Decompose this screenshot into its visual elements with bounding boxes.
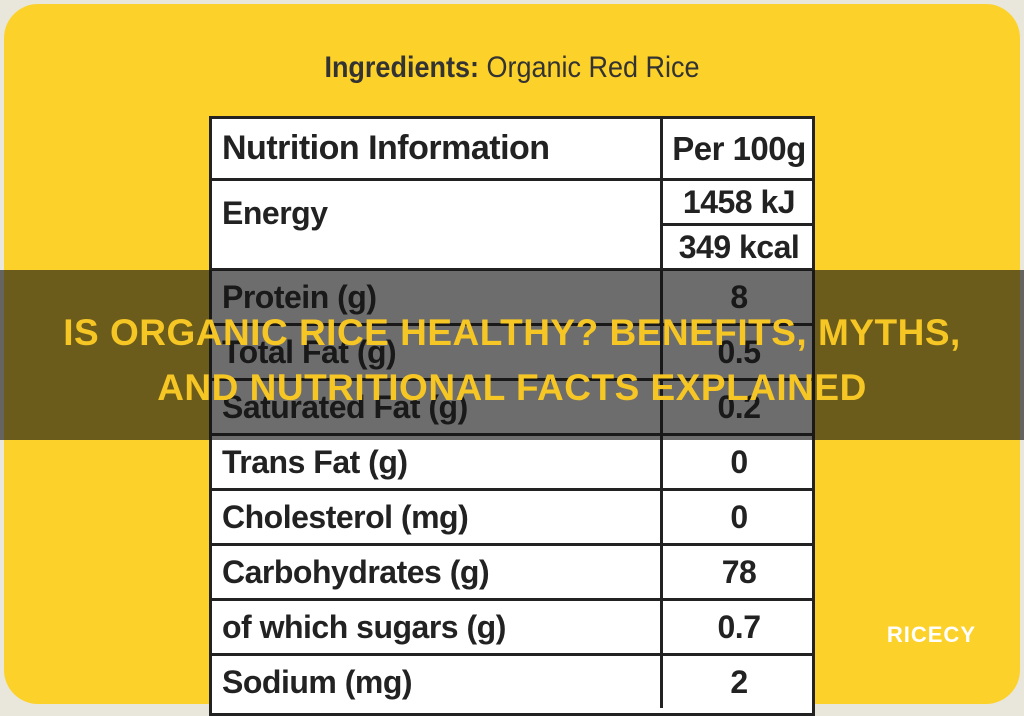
energy-divider [663,223,815,226]
header-label: Nutrition Information [212,119,663,178]
row-divider [212,268,812,271]
row-label: Carbohydrates (g) [212,546,663,598]
watermark: RICECY [886,622,976,647]
row-value: 78 [721,553,757,590]
energy-value: 1458 kJ [682,183,796,220]
ingredients-label: Ingredients: [324,50,479,84]
page: Ingredients: Organic Red Rice Nutrition … [0,4,1024,716]
header-value: Per 100g [672,129,806,167]
row-label: of which sugars (g) [212,601,663,653]
energy-label: Energy [212,181,663,268]
title-band: IS ORGANIC RICE HEALTHY? BENEFITS, MYTHS… [0,270,1024,440]
row-divider [212,598,812,601]
energy-value: 349 kcal [678,228,800,265]
row-value: 2 [730,663,748,700]
row-label: Trans Fat (g) [212,436,663,488]
row-value: 0.7 [717,608,761,645]
row-divider [212,178,812,181]
row-label: Sodium (mg) [212,656,663,708]
row-value: 0 [730,443,748,480]
title-line: AND NUTRITIONAL FACTS EXPLAINED [157,367,867,408]
title-line: IS ORGANIC RICE HEALTHY? BENEFITS, MYTHS… [63,312,961,353]
row-label: Cholesterol (mg) [212,491,663,543]
row-divider [212,543,812,546]
ingredients: Ingredients: Organic Red Rice [0,50,1024,84]
row-value: 0 [730,498,748,535]
ingredients-value: Organic Red Rice [486,50,700,84]
row-divider [212,653,812,656]
row-divider [212,488,812,491]
